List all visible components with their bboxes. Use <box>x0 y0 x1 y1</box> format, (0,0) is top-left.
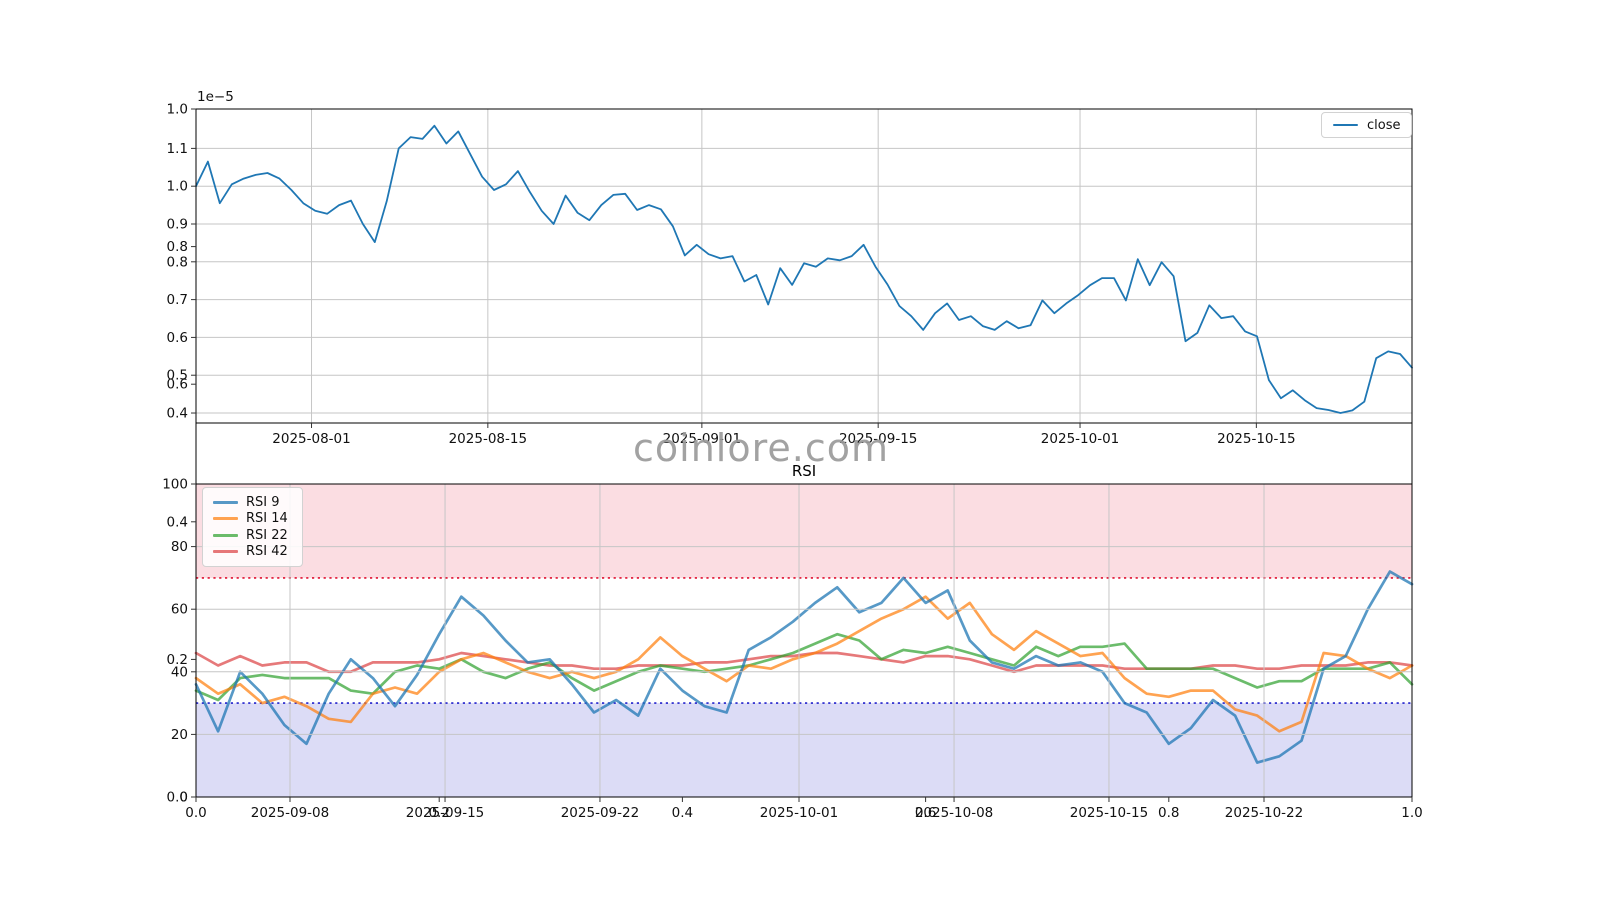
rsi-9-line <box>194 570 1414 764</box>
rsi-y-tick-label: 100 <box>162 477 188 493</box>
rsi-y-tick-label: 20 <box>171 727 188 743</box>
overlay-x-tick-label: 0.8 <box>1158 805 1179 821</box>
rsi-legend-item: RSI 22 <box>213 528 288 543</box>
price-y-tick-label: 0.7 <box>167 292 188 308</box>
overlay-y-tick-label: 1.0 <box>167 102 188 118</box>
rsi-legend-item: RSI 42 <box>213 544 288 559</box>
overlay-y-tick-label: 0.0 <box>167 790 188 806</box>
rsi-x-tick-label: 2025-09-15 <box>406 805 484 821</box>
rsi-x-tick-label: 2025-10-22 <box>1225 805 1303 821</box>
rsi-14-swatch <box>213 517 238 521</box>
price-x-tick-label: 2025-10-15 <box>1217 431 1295 447</box>
tick-marks <box>191 108 1413 802</box>
overlay-y-tick-label: 0.4 <box>167 514 188 530</box>
rsi-legend-item: RSI 9 <box>213 495 288 510</box>
rsi-14-label: RSI 14 <box>246 511 288 527</box>
overlay-y-tick-label: 0.8 <box>167 239 188 255</box>
rsi-legend-item: RSI 14 <box>213 511 288 526</box>
overlay-x-tick-label: 0.0 <box>185 805 206 821</box>
price-x-tick-label: 2025-08-15 <box>449 431 527 447</box>
rsi-y-tick-label: 80 <box>171 539 188 555</box>
overlay-x-tick-label: 1.0 <box>1401 805 1422 821</box>
rsi-chart-title: RSI <box>791 462 817 480</box>
price-x-tick-label: 2025-09-01 <box>663 431 741 447</box>
rsi-x-tick-label: 2025-10-15 <box>1070 805 1148 821</box>
rsi-x-tick-label: 2025-09-22 <box>561 805 639 821</box>
overlay-x-tick-label: 0.6 <box>915 805 936 821</box>
rsi-x-tick-label: 2025-10-01 <box>760 805 838 821</box>
price-x-tick-label: 2025-08-01 <box>272 431 350 447</box>
rsi-42-label: RSI 42 <box>246 543 288 559</box>
overlay-x-tick-label: 0.4 <box>672 805 693 821</box>
overlay-y-tick-label: 0.2 <box>167 652 188 668</box>
rsi-42-swatch <box>213 549 238 553</box>
watermark: coinlore.com <box>633 426 889 470</box>
overlay-y-tick-label: 0.6 <box>167 377 188 393</box>
close-legend-label: close <box>1367 117 1401 133</box>
overbought-band <box>196 484 1412 578</box>
price-x-tick-label: 2025-10-01 <box>1041 431 1119 447</box>
price-y-tick-label: 0.6 <box>167 330 188 346</box>
rsi-chart <box>194 484 1414 797</box>
rsi-y-tick-label: 60 <box>171 602 188 618</box>
price-y-tick-label: 0.8 <box>167 254 188 270</box>
rsi-22-swatch <box>213 533 238 537</box>
overlay-x-tick-label: 0.2 <box>428 805 449 821</box>
price-legend: close <box>1321 112 1413 138</box>
rsi-x-tick-label: 2025-09-08 <box>251 805 329 821</box>
axes-frames <box>195 108 1413 798</box>
rsi-22-line <box>194 632 1414 702</box>
price-y-tick-label: 1.0 <box>167 179 188 195</box>
tick-labels: 2025-08-01 2025-08-15 2025-09-01 2025-09-15… <box>162 102 1423 822</box>
price-y-tick-label: 0.4 <box>167 406 188 422</box>
rsi-x-tick-label: 2025-10-08 <box>915 805 993 821</box>
rsi-y-tick-label: 40 <box>171 664 188 680</box>
price-y-tick-label: 0.9 <box>167 216 188 232</box>
rsi-y-tick-label: 0 <box>179 790 188 806</box>
price-x-tick-label: 2025-09-15 <box>839 431 917 447</box>
price-y-tick-label: 1.1 <box>167 141 188 157</box>
close-line <box>195 124 1413 414</box>
price-chart <box>195 124 1413 414</box>
gridlines <box>196 109 1412 797</box>
y-axis-offset-label: 1e−5 <box>197 89 234 105</box>
rsi-9-label: RSI 9 <box>246 495 280 510</box>
rsi-42-line <box>194 651 1414 674</box>
oversold-band <box>196 703 1412 797</box>
rsi-legend: RSI 9 RSI 14 RSI 22 RSI 42 <box>202 487 303 567</box>
price-y-tick-label: 0.5 <box>167 368 188 384</box>
close-legend-swatch <box>1333 124 1358 126</box>
rsi-14-line <box>194 595 1414 733</box>
rsi-22-label: RSI 22 <box>246 527 288 543</box>
rsi-9-swatch <box>213 501 238 504</box>
